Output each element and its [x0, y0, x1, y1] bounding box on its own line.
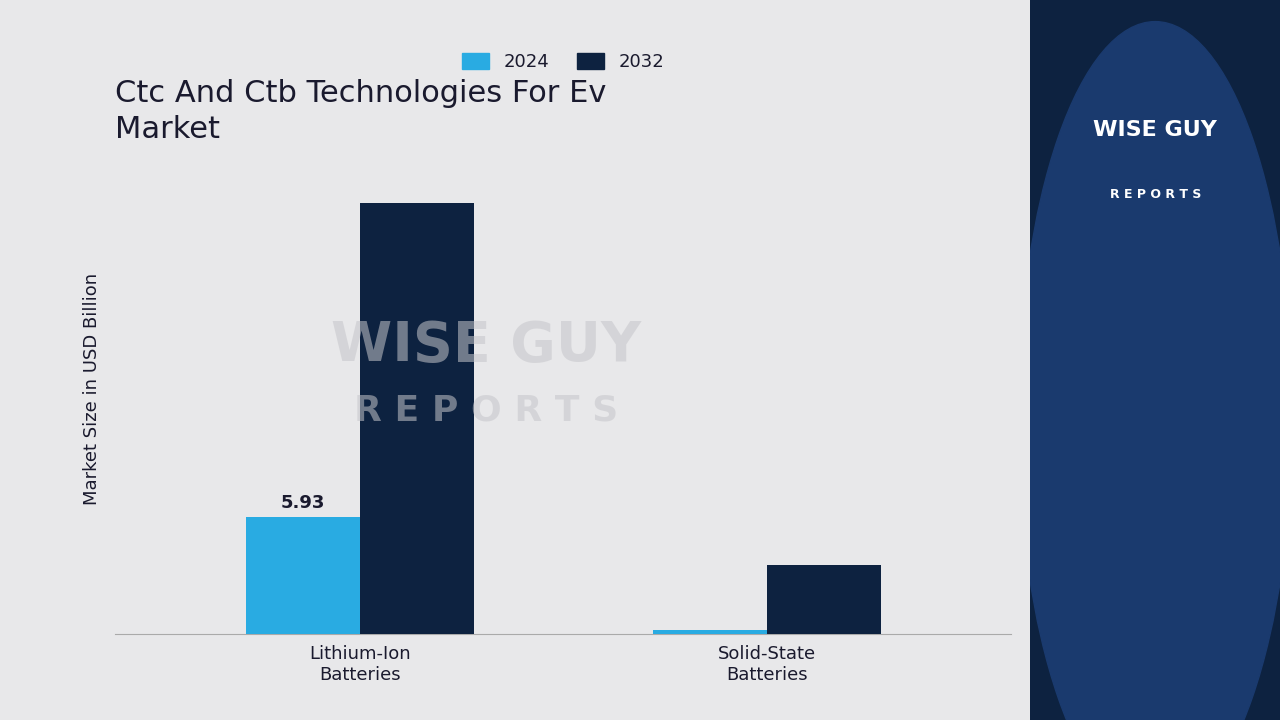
Bar: [767, 565, 881, 634]
Y-axis label: Market Size in USD Billion: Market Size in USD Billion: [83, 273, 101, 505]
Text: WISE GUY: WISE GUY: [1093, 120, 1217, 140]
Text: WISE GUY: WISE GUY: [332, 318, 641, 373]
Legend: 2024, 2032: 2024, 2032: [456, 45, 671, 78]
Text: 5.93: 5.93: [280, 494, 325, 512]
Circle shape: [1018, 22, 1280, 720]
Bar: [653, 630, 767, 634]
Text: Ctc And Ctb Technologies For Ev
Market: Ctc And Ctb Technologies For Ev Market: [115, 79, 607, 144]
Bar: [360, 203, 474, 634]
Text: R E P O R T S: R E P O R T S: [355, 393, 618, 428]
Text: R E P O R T S: R E P O R T S: [1110, 188, 1201, 201]
Bar: [246, 518, 360, 634]
